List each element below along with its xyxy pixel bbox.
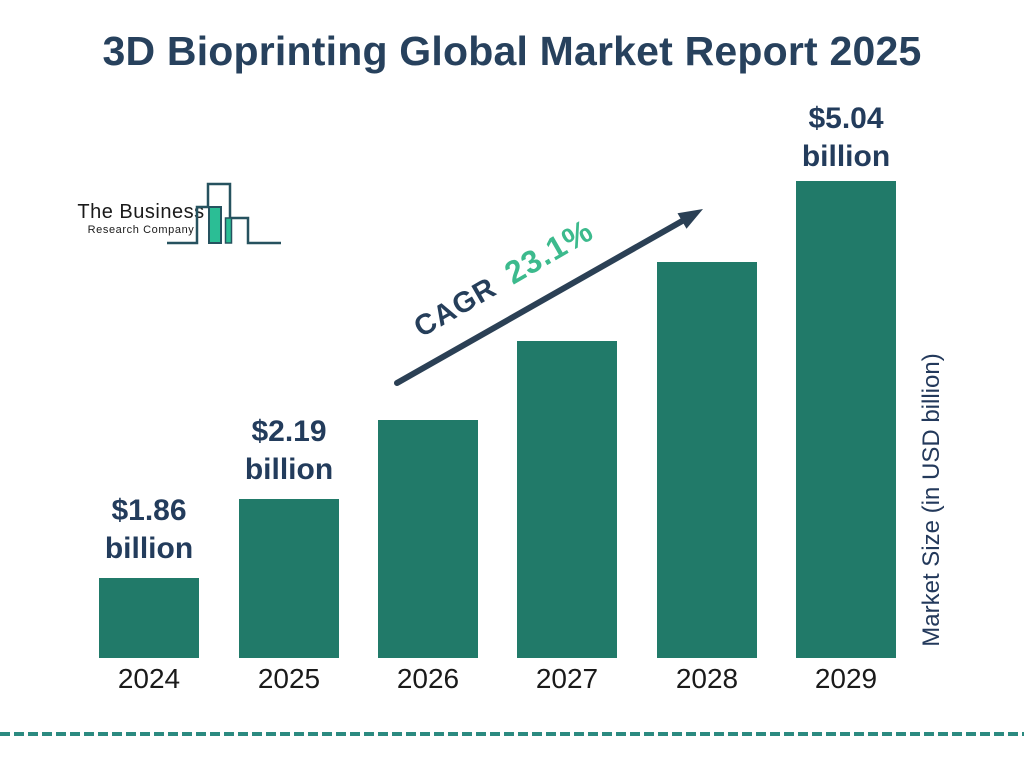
growth-trend-arrow-icon bbox=[394, 209, 703, 386]
year-label-2028: 2028 bbox=[675, 663, 739, 694]
bar-chart-logo-icon bbox=[167, 182, 281, 245]
company-logo-text: The Business Research Company bbox=[75, 200, 207, 236]
bar-2027 bbox=[517, 341, 617, 658]
value-label-2029: $5.04 billion bbox=[801, 102, 891, 173]
company-logo: The Business Research Company bbox=[75, 176, 290, 248]
page-title: 3D Bioprinting Global Market Report 2025 bbox=[102, 28, 922, 74]
year-label-2027: 2027 bbox=[535, 663, 599, 694]
company-subname: Research Company bbox=[87, 224, 195, 236]
year-label-2024: 2024 bbox=[117, 663, 181, 694]
bar-2024 bbox=[99, 578, 199, 658]
company-name: The Business bbox=[77, 201, 205, 223]
value-label-2024: $1.86 billion bbox=[104, 494, 194, 565]
bar-2026 bbox=[378, 420, 478, 658]
y-axis-label: Market Size (in USD billion) bbox=[918, 353, 945, 647]
year-label-2025: 2025 bbox=[257, 663, 321, 694]
year-label-2029: 2029 bbox=[814, 663, 878, 694]
bottom-dashed-divider bbox=[0, 732, 1024, 736]
bar-2029 bbox=[796, 181, 896, 658]
year-label-2026: 2026 bbox=[396, 663, 460, 694]
bar-2025 bbox=[239, 499, 339, 658]
value-label-2025: $2.19 billion bbox=[244, 415, 334, 486]
bar-2028 bbox=[657, 262, 757, 658]
